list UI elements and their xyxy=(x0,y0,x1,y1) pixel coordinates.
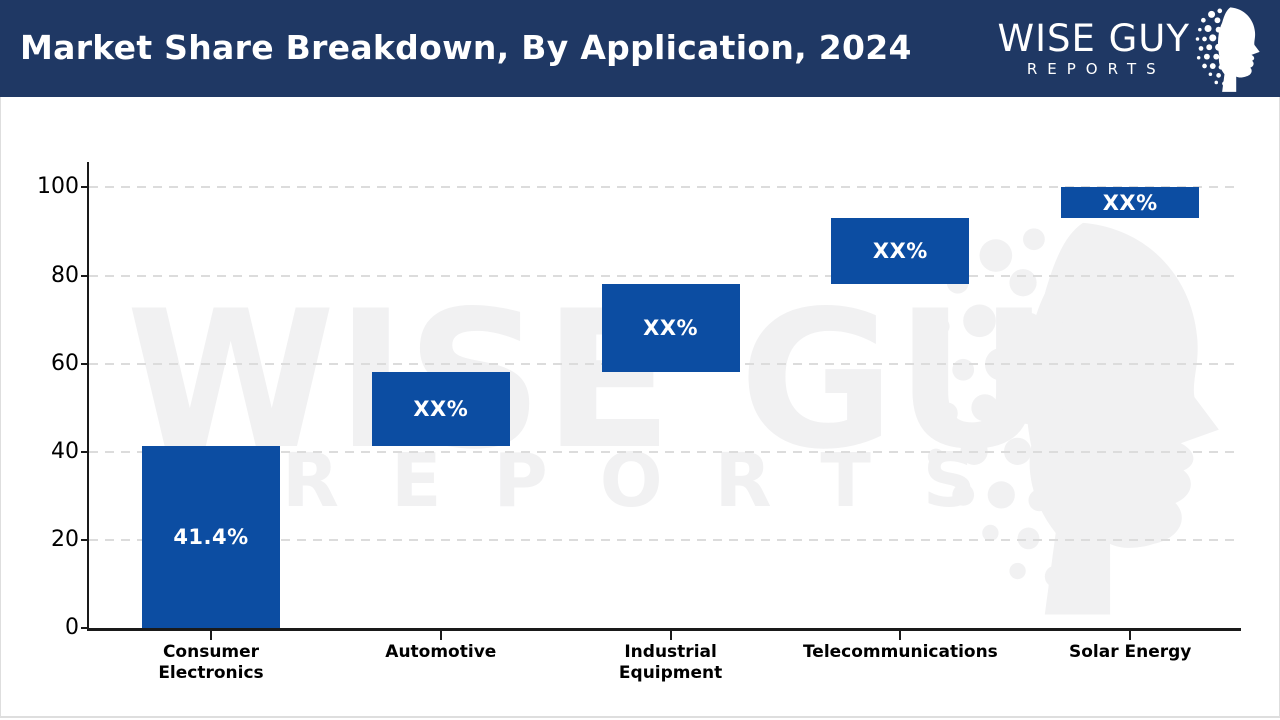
y-tick-label: 0 xyxy=(65,615,79,640)
x-axis-label: Consumer Electronics xyxy=(158,642,264,683)
bar-segment: XX% xyxy=(1061,187,1200,219)
y-tick xyxy=(81,362,89,365)
y-tick xyxy=(81,627,89,629)
watermark-text-line2: REPORTS xyxy=(282,438,1029,524)
logo-head-icon xyxy=(1195,7,1260,92)
bar-value-label: 41.4% xyxy=(173,524,249,549)
left-border-line xyxy=(0,97,1,717)
bar-segment: XX% xyxy=(601,284,740,373)
y-tick xyxy=(81,186,89,189)
x-tick xyxy=(439,631,442,640)
bar-segment: XX% xyxy=(371,372,510,446)
bar-value-label: XX% xyxy=(1102,190,1158,215)
gridline xyxy=(89,186,1241,189)
x-axis-label: Solar Energy xyxy=(1068,642,1192,662)
bar-value-label: XX% xyxy=(413,397,469,421)
y-tick-label: 60 xyxy=(51,350,79,376)
bar-value-label: XX% xyxy=(872,239,928,264)
brand-logo-text: WISE GUY REPORTS xyxy=(998,20,1190,78)
gridline xyxy=(89,450,1241,453)
x-tick xyxy=(899,631,902,640)
header: Market Share Breakdown, By Application, … xyxy=(0,0,1280,97)
x-axis-line xyxy=(87,628,1241,631)
x-axis-label: Telecommunications xyxy=(802,642,998,662)
page-title: Market Share Breakdown, By Application, … xyxy=(20,28,912,67)
y-tick-label: 20 xyxy=(51,526,79,552)
y-tick xyxy=(81,274,89,277)
y-tick xyxy=(81,450,89,453)
y-tick xyxy=(81,538,89,541)
y-axis-line xyxy=(87,162,89,631)
brand-logo: WISE GUY REPORTS xyxy=(998,4,1264,94)
bottom-border-line xyxy=(0,716,1280,718)
bar-segment: XX% xyxy=(831,218,970,285)
y-tick-label: 80 xyxy=(51,262,79,288)
x-axis-label: Automotive xyxy=(385,642,497,662)
brand-subname: REPORTS xyxy=(1026,60,1166,78)
y-tick-label: 100 xyxy=(37,174,79,200)
x-tick xyxy=(669,631,672,640)
gridline xyxy=(89,274,1241,277)
brand-name: WISE GUY xyxy=(997,17,1190,60)
x-axis-label: Industrial Equipment xyxy=(618,642,723,683)
x-tick xyxy=(1129,631,1132,640)
x-tick xyxy=(210,631,212,640)
y-tick-label: 40 xyxy=(51,438,79,464)
bar-value-label: XX% xyxy=(643,316,699,341)
gridline xyxy=(89,538,1241,541)
bar-segment: 41.4% xyxy=(142,445,280,628)
